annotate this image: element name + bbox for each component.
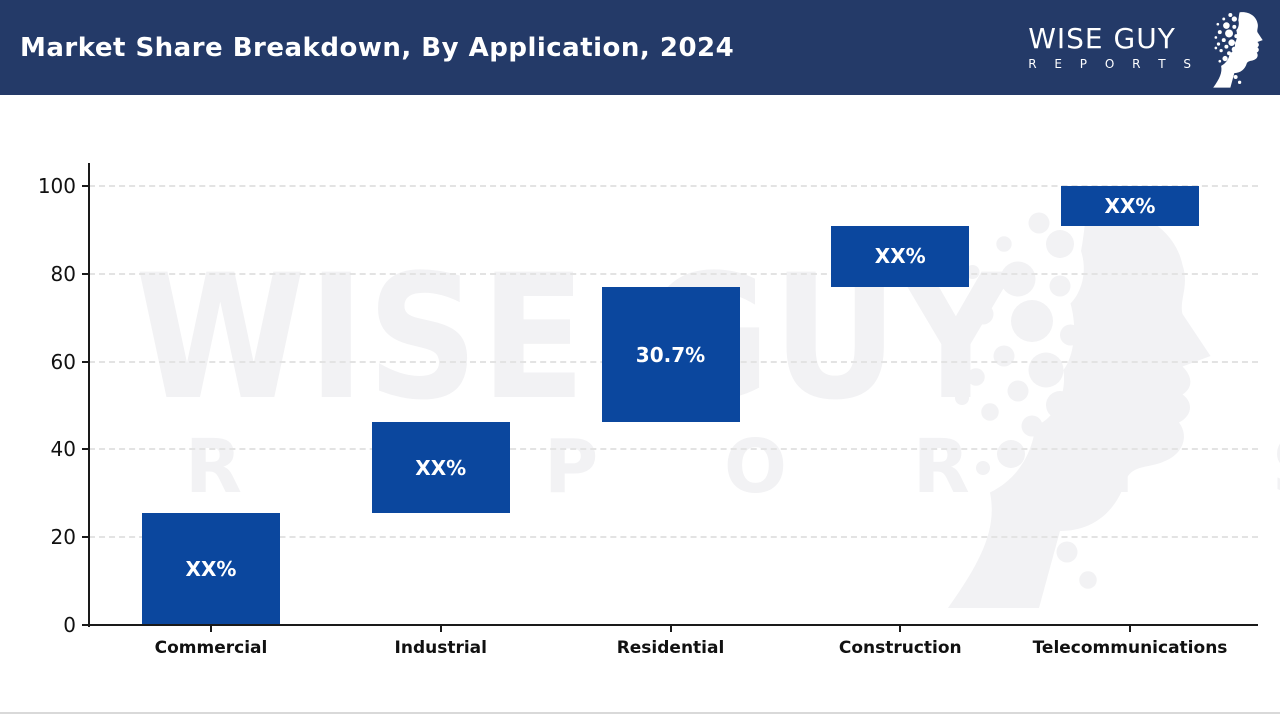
y-gridline [89, 536, 1258, 539]
x-axis-line [88, 624, 1258, 626]
y-tick-label: 80 [50, 261, 76, 286]
y-tick-label: 60 [50, 349, 76, 374]
y-tick-label: 40 [50, 437, 76, 462]
bar-construction: XX% [831, 225, 970, 288]
y-tick-label: 100 [37, 174, 76, 198]
bar-value-label: XX% [874, 244, 926, 269]
brand-wordmark: WISE GUY [1028, 21, 1176, 55]
x-category-label: Construction [838, 638, 962, 658]
x-category-label: Residential [616, 638, 725, 658]
watermark-subtext: R E P O R T S [185, 424, 1280, 510]
bar-value-label: XX% [1104, 193, 1156, 218]
y-gridline [89, 272, 1258, 275]
y-tick-label: 0 [63, 613, 76, 637]
bar-value-label: 30.7% [635, 342, 706, 367]
y-tick-mark [82, 624, 89, 626]
x-tick-mark [1129, 625, 1131, 632]
x-category-label: Industrial [394, 638, 487, 658]
bar-residential: 30.7% [601, 287, 740, 423]
y-tick-mark [82, 360, 89, 363]
bar-industrial: XX% [371, 422, 510, 514]
x-tick-mark [899, 625, 902, 632]
y-gridline [89, 185, 1258, 187]
y-tick-label: 20 [50, 525, 76, 550]
brand-subtext: R E P O R T S [1028, 56, 1198, 71]
bar-telecommunications: XX% [1061, 186, 1199, 226]
y-gridline [89, 448, 1258, 451]
x-category-label: Telecommunications [1032, 638, 1228, 658]
x-tick-mark [439, 625, 442, 632]
y-tick-mark [82, 185, 89, 187]
brand-head-icon [1213, 11, 1263, 88]
bar-value-label: XX% [415, 455, 467, 480]
x-tick-mark [210, 625, 212, 632]
chart-title: Market Share Breakdown, By Application, … [20, 32, 735, 63]
x-category-label: Commercial [154, 638, 268, 658]
brand-logo: WISE GUY R E P O R T S [1028, 8, 1266, 88]
bottom-divider [0, 712, 1280, 714]
bar-commercial: XX% [142, 513, 280, 625]
header-bar: Market Share Breakdown, By Application, … [0, 0, 1280, 95]
brand-text: WISE GUY R E P O R T S [1028, 21, 1198, 71]
y-axis-line [88, 163, 90, 627]
y-tick-mark [82, 448, 89, 451]
bar-value-label: XX% [185, 557, 237, 582]
x-tick-mark [669, 625, 672, 632]
y-tick-mark [82, 272, 89, 275]
y-tick-mark [82, 536, 89, 539]
